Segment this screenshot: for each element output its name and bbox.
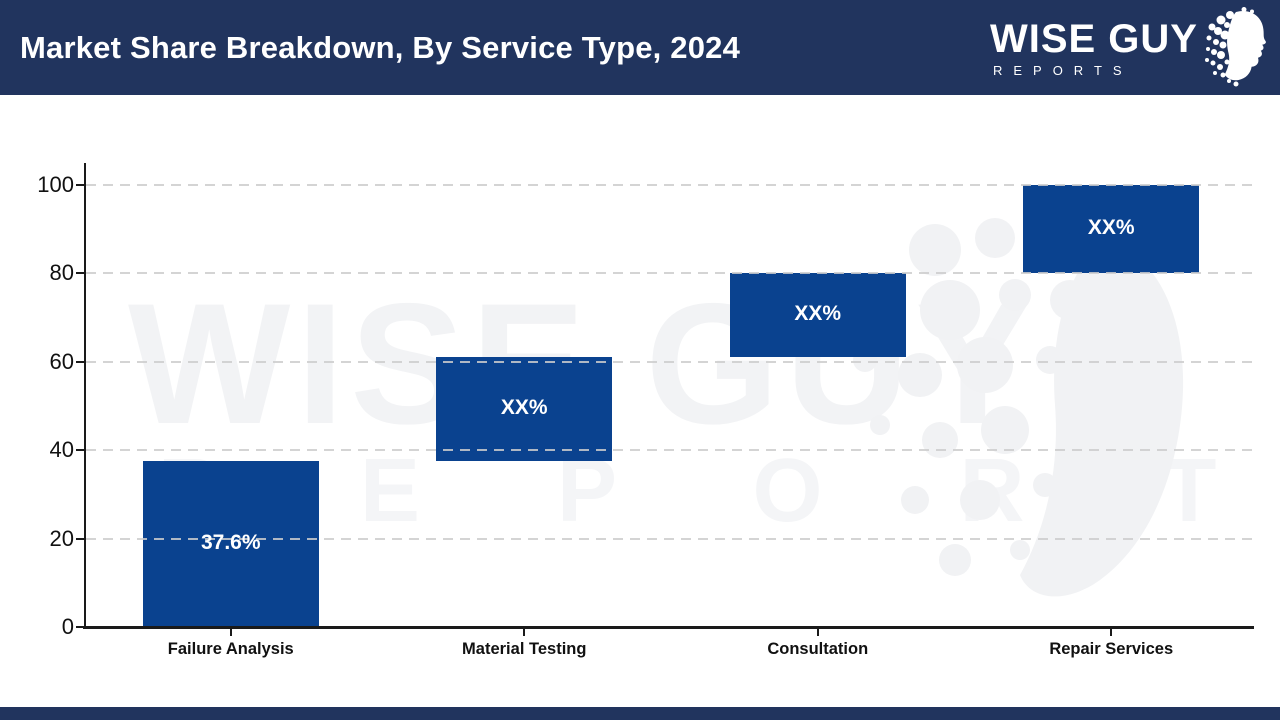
y-tick <box>76 626 85 628</box>
x-tick-label: Consultation <box>767 640 869 658</box>
bar-value-label: 37.6% <box>200 530 261 554</box>
y-tick <box>76 272 85 275</box>
y-tick <box>76 537 85 540</box>
x-tick-label: Repair Services <box>1049 640 1174 658</box>
y-tick <box>76 449 85 452</box>
bar <box>142 460 319 627</box>
y-tick-label: 0 <box>61 614 74 639</box>
gridline <box>86 272 1253 275</box>
bar-value-label: XX% <box>794 302 842 326</box>
bar <box>436 357 613 461</box>
y-tick-label: 100 <box>37 172 74 197</box>
bar-value-label: XX% <box>1087 216 1135 240</box>
gridline <box>86 537 1253 540</box>
x-tick-label: Failure Analysis <box>167 640 294 658</box>
brand-name: WISE GUY <box>989 16 1198 61</box>
gridline <box>86 360 1253 363</box>
header-bar: Market Share Breakdown, By Service Type,… <box>0 0 1280 95</box>
y-tick <box>76 360 85 363</box>
gridline <box>86 449 1253 452</box>
y-tick-label: 20 <box>49 525 74 551</box>
y-tick-label: 60 <box>49 348 74 374</box>
y-axis-line <box>84 163 86 628</box>
x-tick-label: Material Testing <box>462 640 587 658</box>
bar <box>1023 185 1200 274</box>
face-logo-icon <box>1205 6 1266 86</box>
brand-subtitle: REPORTS <box>992 62 1133 78</box>
bar-value-label: XX% <box>500 396 548 420</box>
gridline <box>86 184 1253 186</box>
bar <box>729 273 906 358</box>
brand-logo: WISE GUY REPORTS <box>990 5 1270 90</box>
y-tick-label: 80 <box>49 260 74 286</box>
x-tick <box>229 628 232 636</box>
x-tick <box>1110 628 1113 636</box>
page-title: Market Share Breakdown, By Service Type,… <box>20 29 741 65</box>
y-tick-label: 40 <box>49 437 74 463</box>
x-axis-line <box>83 626 1254 629</box>
y-tick <box>76 184 85 186</box>
x-tick <box>816 628 819 636</box>
x-tick <box>523 628 526 636</box>
brand-text: WISE GUY REPORTS <box>990 18 1198 78</box>
footer-bar <box>0 707 1280 720</box>
